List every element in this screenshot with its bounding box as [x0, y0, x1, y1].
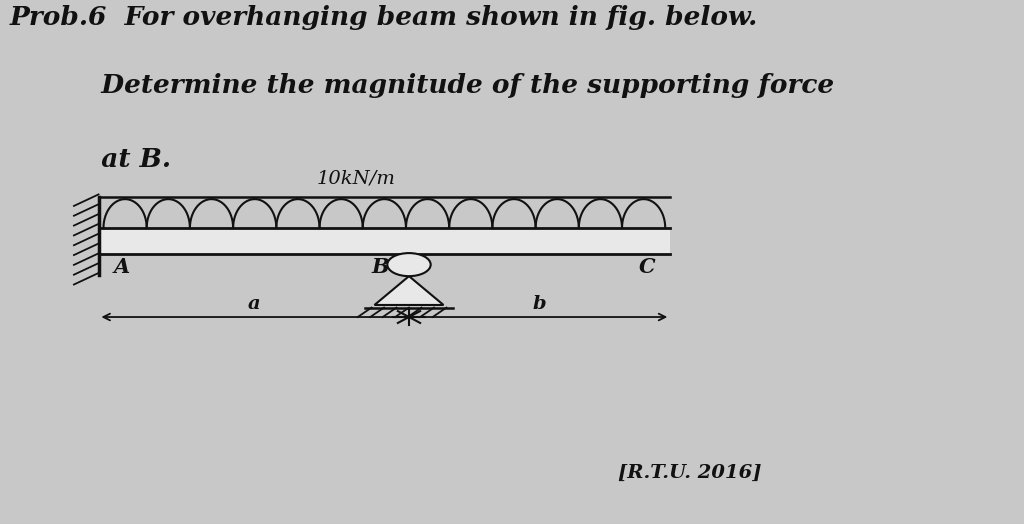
Text: [R.T.U. 2016]: [R.T.U. 2016] — [618, 464, 762, 482]
Text: a: a — [248, 295, 260, 313]
Text: b: b — [532, 295, 547, 313]
Text: Determine the magnitude of the supporting force: Determine the magnitude of the supportin… — [10, 73, 834, 99]
Text: B: B — [372, 257, 389, 277]
Text: 10kN/m: 10kN/m — [316, 169, 395, 187]
Text: C: C — [639, 257, 655, 277]
Bar — [98, 228, 670, 254]
Text: Prob.6  For overhanging beam shown in fig. below.: Prob.6 For overhanging beam shown in fig… — [10, 5, 758, 30]
Text: A: A — [114, 257, 130, 277]
Circle shape — [387, 253, 431, 276]
Text: at B.: at B. — [10, 147, 171, 172]
Polygon shape — [375, 276, 443, 305]
